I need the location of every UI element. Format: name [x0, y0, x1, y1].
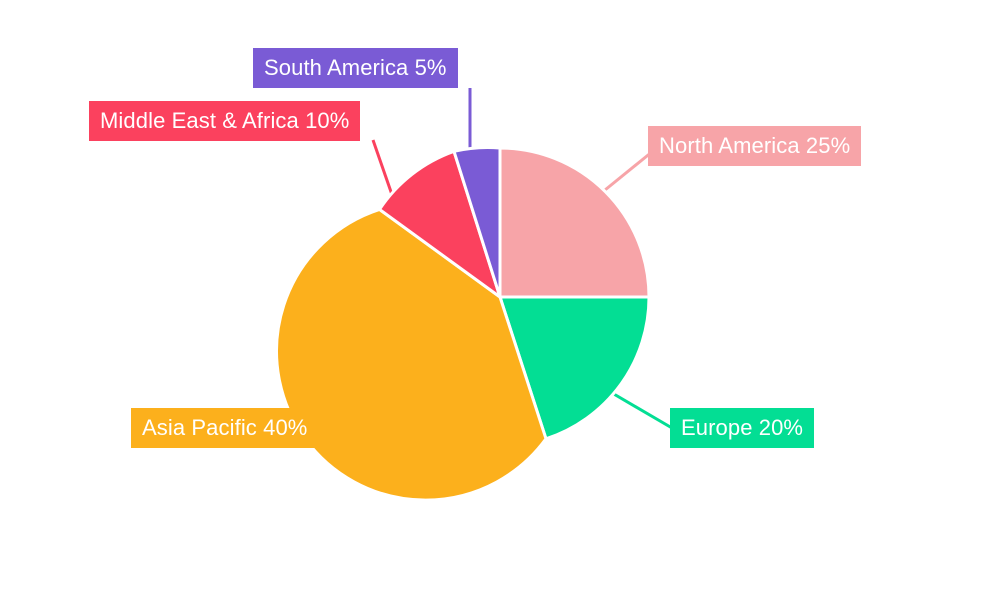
- label-europe[interactable]: Europe 20%: [670, 408, 815, 448]
- label-asia-pacific-text: Asia Pacific 40%: [142, 415, 308, 440]
- leader-line-europe: [606, 388, 673, 430]
- label-south-america[interactable]: South America 5%: [253, 48, 458, 88]
- pie-slice-middle-east-africa[interactable]: [377, 149, 503, 301]
- label-europe-text: Europe 20%: [681, 415, 804, 440]
- label-asia-pacific[interactable]: Asia Pacific 40%: [131, 408, 319, 448]
- label-middle-east-africa-text: Middle East & Africa 10%: [100, 108, 350, 133]
- label-middle-east-africa[interactable]: Middle East & Africa 10%: [89, 101, 361, 141]
- label-south-america-text: South America 5%: [264, 55, 447, 80]
- pie-slice-north-america[interactable]: [498, 146, 651, 299]
- label-north-america-text: North America 25%: [659, 133, 851, 158]
- label-north-america[interactable]: North America 25%: [648, 126, 862, 166]
- pie-slice-south-america[interactable]: [452, 146, 502, 298]
- pie-slice-europe[interactable]: [497, 295, 651, 441]
